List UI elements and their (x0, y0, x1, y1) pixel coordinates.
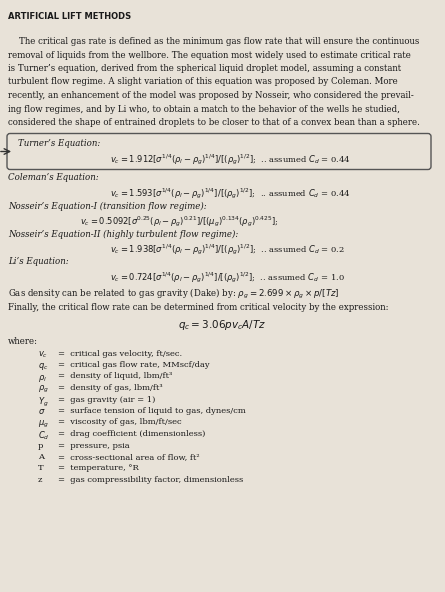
Text: $\sigma$: $\sigma$ (38, 407, 45, 416)
Text: The critical gas rate is defined as the minimum gas flow rate that will ensure t: The critical gas rate is defined as the … (8, 37, 419, 46)
Text: Coleman’s Equation:: Coleman’s Equation: (8, 173, 99, 182)
Text: removal of liquids from the wellbore. The equation most widely used to estimate : removal of liquids from the wellbore. Th… (8, 50, 411, 60)
Text: $v_c = 1.593[\sigma^{1/4}(\rho_l - \rho_g)^{1/4}]/[(\rho_g)^{1/2}]$;  .. assumed: $v_c = 1.593[\sigma^{1/4}(\rho_l - \rho_… (110, 186, 351, 201)
Text: $v_c = 0.724[\sigma^{1/4}(\rho_l - \rho_g)^{1/4}]/[(\rho_g)^{1/2}]$;  .. assumed: $v_c = 0.724[\sigma^{1/4}(\rho_l - \rho_… (110, 271, 345, 285)
Text: A: A (38, 453, 44, 461)
Text: Finally, the critical flow rate can be determined from critical velocity by the : Finally, the critical flow rate can be d… (8, 303, 388, 311)
Text: Li’s Equation:: Li’s Equation: (8, 258, 69, 266)
Text: =  cross-sectional area of flow, ft²: = cross-sectional area of flow, ft² (58, 453, 200, 461)
Text: =  surface tension of liquid to gas, dynes/cm: = surface tension of liquid to gas, dyne… (58, 407, 246, 415)
Text: $\mu_g$: $\mu_g$ (38, 419, 49, 430)
Text: considered the shape of entrained droplets to be closer to that of a convex bean: considered the shape of entrained drople… (8, 118, 420, 127)
Text: $C_d$: $C_d$ (38, 430, 49, 442)
Text: Nosseir’s Equation-I (transition flow regime):: Nosseir’s Equation-I (transition flow re… (8, 201, 206, 211)
Text: $q_c$: $q_c$ (38, 361, 49, 372)
Text: $\rho_l$: $\rho_l$ (38, 372, 47, 384)
Text: Nosseir’s Equation-II (highly turbulent flow regime):: Nosseir’s Equation-II (highly turbulent … (8, 230, 238, 239)
Text: is Turner’s equation, derived from the spherical liquid droplet model, assuming : is Turner’s equation, derived from the s… (8, 64, 401, 73)
Text: recently, an enhancement of the model was proposed by Nosseir, who considered th: recently, an enhancement of the model wa… (8, 91, 414, 100)
Text: =  critical gas flow rate, MMscf/day: = critical gas flow rate, MMscf/day (58, 361, 210, 369)
Text: p: p (38, 442, 43, 449)
Text: where:: where: (8, 336, 38, 346)
Text: Turner’s Equation:: Turner’s Equation: (18, 140, 100, 149)
Text: =  drag coefficient (dimensionless): = drag coefficient (dimensionless) (58, 430, 206, 438)
Text: ing flow regimes, and by Li who, to obtain a match to the behavior of the wells : ing flow regimes, and by Li who, to obta… (8, 105, 400, 114)
Text: turbulent flow regime. A slight variation of this equation was proposed by Colem: turbulent flow regime. A slight variatio… (8, 78, 398, 86)
Text: =  gas gravity (air = 1): = gas gravity (air = 1) (58, 395, 155, 404)
Text: =  critical gas velocity, ft/sec.: = critical gas velocity, ft/sec. (58, 349, 182, 358)
Text: $v_c = 0.5092[\sigma^{0.25}(\rho_l - \rho_g)^{0.21}]/[(\mu_g)^{0.134}(\rho_g)^{0: $v_c = 0.5092[\sigma^{0.25}(\rho_l - \rh… (80, 214, 279, 229)
Text: =  density of liquid, lbm/ft³: = density of liquid, lbm/ft³ (58, 372, 172, 381)
Text: $v_c = 1.912[\sigma^{1/4}(\rho_l - \rho_g)^{1/4}]/[(\rho_g)^{1/2}]$;  .. assumed: $v_c = 1.912[\sigma^{1/4}(\rho_l - \rho_… (110, 153, 351, 167)
Text: $v_c$: $v_c$ (38, 349, 48, 360)
Text: =  gas compressibility factor, dimensionless: = gas compressibility factor, dimensionl… (58, 476, 243, 484)
Text: T: T (38, 465, 44, 472)
Text: $q_c = 3.06pv_c A/Tz$: $q_c = 3.06pv_c A/Tz$ (178, 318, 266, 333)
Text: z: z (38, 476, 42, 484)
Text: $v_c = 1.938[\sigma^{1/4}(\rho_l - \rho_g)^{1/4}]/[(\rho_g)^{1/2}]$;  .. assumed: $v_c = 1.938[\sigma^{1/4}(\rho_l - \rho_… (110, 243, 345, 257)
Text: =  pressure, psia: = pressure, psia (58, 442, 129, 449)
Text: =  viscosity of gas, lbm/ft/sec: = viscosity of gas, lbm/ft/sec (58, 419, 182, 426)
Text: =  temperature, °R: = temperature, °R (58, 465, 139, 472)
Text: ARTIFICIAL LIFT METHODS: ARTIFICIAL LIFT METHODS (8, 12, 131, 21)
Text: Gas density can be related to gas gravity (Dake) by: $\rho_g = 2.699 \times \rho: Gas density can be related to gas gravit… (8, 287, 340, 301)
Text: =  density of gas, lbm/ft³: = density of gas, lbm/ft³ (58, 384, 162, 392)
Text: $Y_g$: $Y_g$ (38, 395, 49, 408)
Text: $\rho_g$: $\rho_g$ (38, 384, 49, 395)
